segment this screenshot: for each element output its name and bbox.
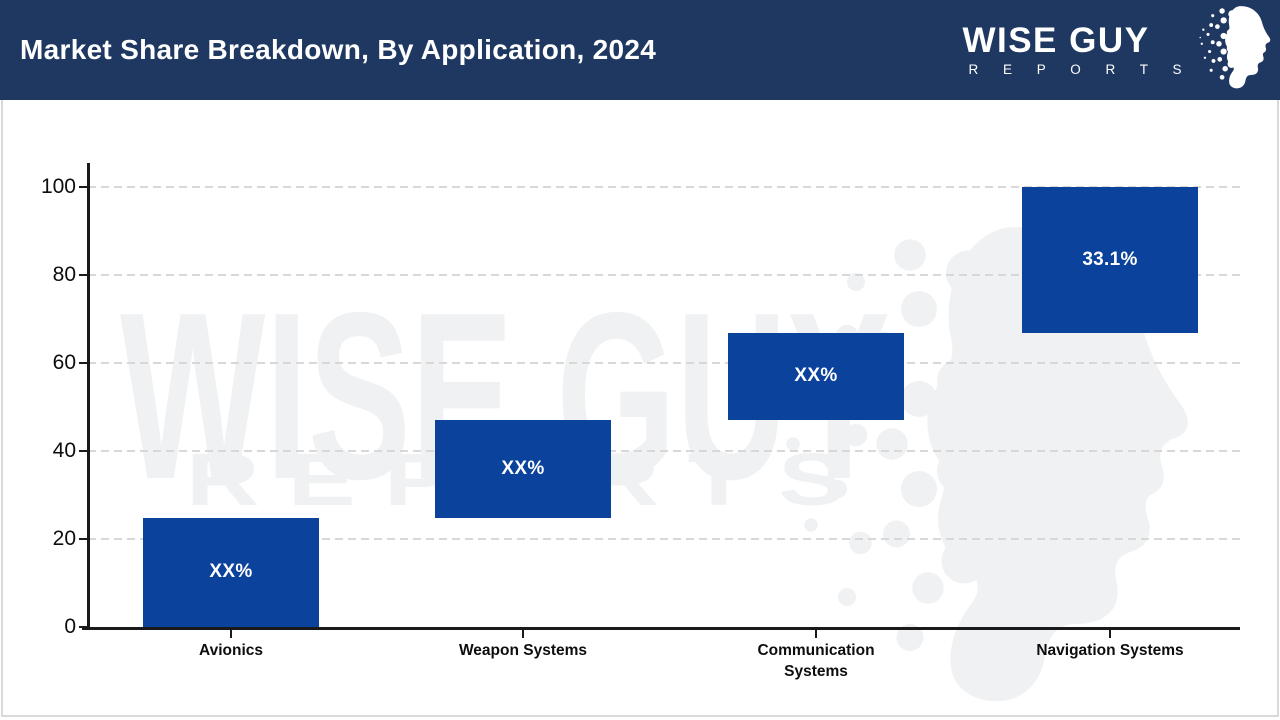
y-tick-label-60: 60 — [52, 351, 76, 374]
y-axis-line — [87, 163, 90, 630]
y-tick-60 — [79, 362, 87, 364]
x-tick-3 — [815, 630, 817, 638]
bar-value-label: XX% — [209, 561, 253, 583]
brand-wordmark: WISE GUY R E P O R T S — [962, 21, 1192, 77]
x-axis-line — [82, 627, 1240, 630]
y-tick-20 — [79, 538, 87, 540]
y-tick-label-80: 80 — [52, 263, 76, 286]
gridline-80 — [88, 274, 1240, 276]
bar-weapon-systems: XX% — [435, 420, 611, 518]
brand-sub-text: R E P O R T S — [968, 61, 1192, 77]
y-tick-label-100: 100 — [40, 175, 76, 198]
category-label-1: Avionics — [198, 642, 264, 659]
category-label-2: Weapon Systems — [458, 642, 588, 659]
y-tick-label-40: 40 — [52, 439, 76, 462]
category-label-3: Communication Systems — [757, 642, 875, 680]
brand-face-icon — [1199, 6, 1271, 89]
y-tick-label-20: 20 — [52, 527, 76, 550]
gridline-20 — [88, 538, 1240, 540]
y-tick-40 — [79, 450, 87, 452]
bar-communication-systems: XX% — [728, 332, 904, 421]
page-title: Market Share Breakdown, By Application, … — [20, 34, 657, 65]
brand-logo: WISE GUY R E P O R T S — [962, 3, 1272, 97]
y-tick-0 — [79, 626, 87, 628]
bar-value-label: 33.1% — [1082, 248, 1138, 270]
y-tick-label-0: 0 — [64, 615, 76, 638]
y-tick-100 — [79, 186, 87, 188]
brand-name-text: WISE GUY — [962, 21, 1150, 61]
bar-navigation-systems: 33.1% — [1022, 187, 1198, 333]
x-tick-2 — [522, 630, 524, 638]
x-tick-1 — [230, 630, 232, 638]
page-header: Market Share Breakdown, By Application, … — [0, 0, 1280, 100]
bar-value-label: XX% — [794, 365, 838, 387]
x-tick-4 — [1109, 630, 1111, 638]
gridline-100 — [88, 186, 1240, 188]
y-tick-80 — [79, 274, 87, 276]
bar-value-label: XX% — [501, 458, 545, 480]
bar-avionics: XX% — [143, 517, 319, 627]
category-label-4: Navigation Systems — [1036, 642, 1184, 659]
gridline-60 — [88, 362, 1240, 364]
gridline-40 — [88, 450, 1240, 452]
